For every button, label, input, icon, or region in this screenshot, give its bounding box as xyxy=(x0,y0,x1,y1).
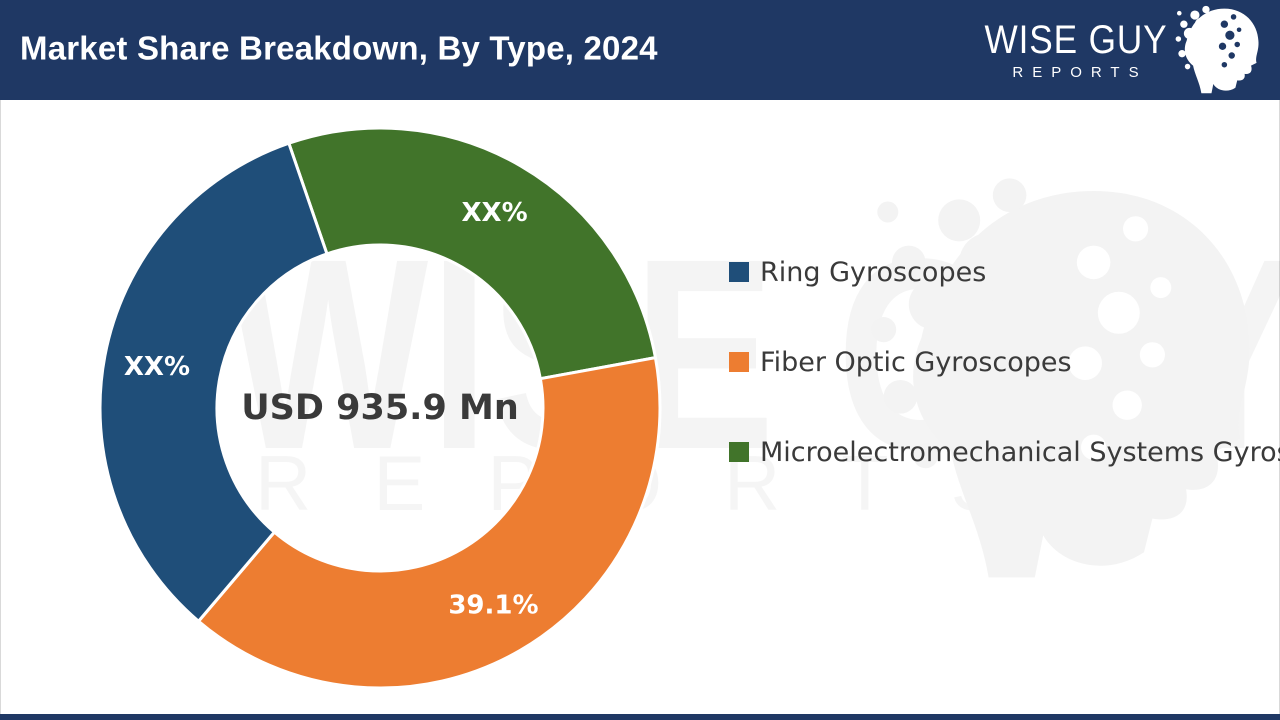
watermark-face-icon xyxy=(871,178,1250,578)
donut-chart: XX% 39.1% XX% xyxy=(98,126,662,690)
footer-bar xyxy=(0,714,1280,720)
legend-swatch xyxy=(729,442,749,462)
legend: Ring Gyroscopes Fiber Optic Gyroscopes M… xyxy=(729,252,1280,472)
legend-swatch xyxy=(729,262,749,282)
brand-logo: WISE GUY REPORTS xyxy=(972,0,1268,100)
brand-name: WISE GUY xyxy=(984,17,1168,62)
legend-label: Fiber Optic Gyroscopes xyxy=(760,346,1072,378)
legend-label: Ring Gyroscopes xyxy=(760,256,987,288)
donut-segment-0 xyxy=(98,141,329,623)
segment-label-2: XX% xyxy=(462,198,528,228)
legend-item-mems-gyroscopes: Microelectromechanical Systems Gyroscope… xyxy=(729,432,1280,472)
header: Market Share Breakdown, By Type, 2024 WI… xyxy=(0,0,1280,100)
legend-label: Microelectromechanical Systems Gyroscope… xyxy=(760,436,1280,468)
page-title: Market Share Breakdown, By Type, 2024 xyxy=(20,29,658,67)
legend-item-fiber-optic-gyroscopes: Fiber Optic Gyroscopes xyxy=(729,342,1280,382)
segment-label-0: XX% xyxy=(124,352,190,382)
legend-item-ring-gyroscopes: Ring Gyroscopes xyxy=(729,252,1280,292)
segment-label-1: 39.1% xyxy=(448,591,538,621)
chart-center-value: USD 935.9 Mn xyxy=(241,388,519,428)
brand-subtitle: REPORTS xyxy=(1012,63,1148,81)
brand-wordmark: WISE GUY REPORTS xyxy=(972,20,1180,81)
donut-segment-1 xyxy=(197,356,662,690)
donut-segment-2 xyxy=(287,126,657,381)
brand-face-icon xyxy=(1175,5,1259,94)
legend-swatch xyxy=(729,352,749,372)
